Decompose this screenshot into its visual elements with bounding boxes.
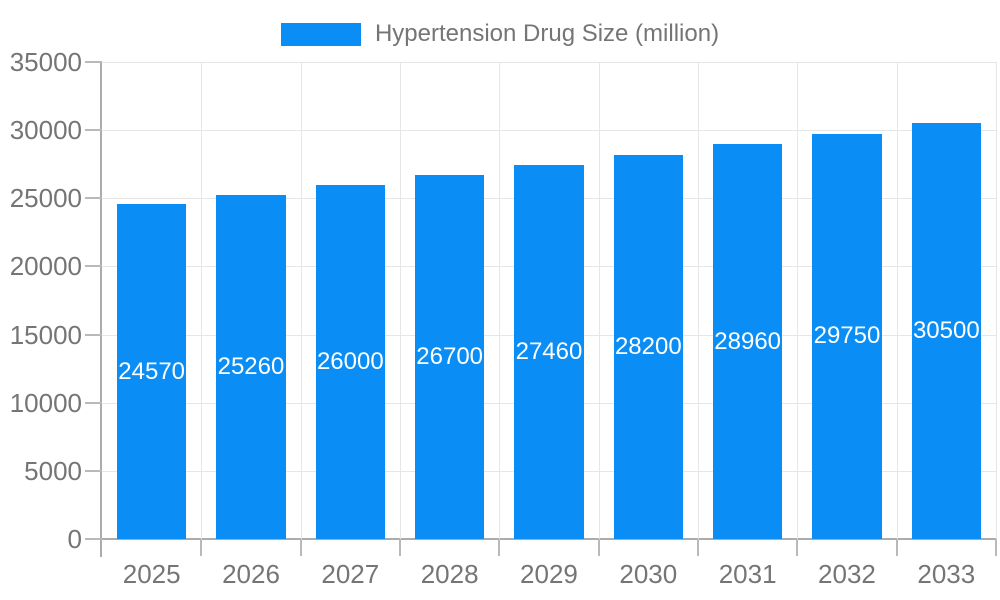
x-axis-label: 2026 [222,559,280,589]
bar[interactable]: 24570 [116,204,187,539]
y-axis-line [100,62,102,557]
y-axis-label: 5000 [24,455,82,486]
v-gridline [996,62,997,539]
y-tick [85,538,102,540]
v-gridline [896,62,898,539]
x-axis-line [85,538,996,540]
x-axis-label: 2027 [321,559,380,589]
bar-value-label: 24570 [118,357,186,385]
bar-value-label: 26700 [416,343,484,371]
y-axis-label: 15000 [9,319,82,350]
y-axis-label: 25000 [9,183,82,214]
x-tick [299,539,302,556]
bar[interactable]: 28960 [712,144,783,539]
x-tick [995,539,997,556]
h-gridline [102,130,996,132]
v-gridline [499,62,501,539]
x-axis-label: 2028 [420,559,479,589]
bar[interactable]: 25260 [216,194,286,539]
y-tick [85,401,102,404]
x-tick [696,539,699,556]
legend-swatch-icon [280,22,361,46]
bar-value-label: 27460 [515,337,583,365]
y-axis-label: 30000 [9,115,82,146]
y-tick [85,333,102,336]
y-tick [85,129,102,132]
x-tick [200,539,203,556]
y-tick [85,61,102,63]
bar[interactable]: 28200 [613,154,684,539]
y-tick [85,265,102,268]
bar-value-label: 29750 [813,322,881,350]
v-gridline [598,62,600,539]
bar[interactable]: 27460 [514,164,584,539]
y-tick [85,197,102,200]
v-gridline [300,62,302,539]
legend[interactable]: Hypertension Drug Size (million) [0,20,1000,48]
x-axis-label: 2030 [619,559,678,589]
bar-value-label: 30500 [912,317,980,345]
x-axis-label: 2029 [520,559,578,589]
y-axis-label: 35000 [9,47,82,77]
y-axis-label: 10000 [9,387,82,418]
x-axis-labels: 2025 2026 2027 2028 2029 2030 2031 2032 2033 [102,559,996,590]
x-axis-label: 2032 [818,559,876,589]
bar-value-label: 28960 [714,327,782,355]
x-tick [398,539,401,556]
y-axis-labels: 0 5000 10000 15000 20000 25000 30000 35000 [0,49,82,552]
x-tick [796,539,799,556]
bar[interactable]: 29750 [812,133,882,539]
bar[interactable]: 26000 [315,184,386,539]
bar-value-label: 26000 [316,347,384,375]
x-tick [498,539,501,556]
bar[interactable]: 26700 [414,175,485,539]
y-axis-label: 20000 [9,251,82,282]
x-tick [597,539,600,556]
v-gridline [399,62,401,539]
v-gridline [797,62,799,539]
legend-label: Hypertension Drug Size (million) [374,20,720,47]
y-axis-label: 0 [67,524,82,554]
x-axis-label: 2025 [122,559,181,589]
x-tick [895,539,898,556]
y-tick [85,469,102,472]
x-axis-label: 2033 [917,559,976,589]
bar[interactable]: 30500 [911,123,982,539]
bar-value-label: 28200 [614,332,682,360]
bar-value-label: 25260 [217,352,285,380]
h-gridline [102,62,996,63]
v-gridline [697,62,699,539]
v-gridline [201,62,203,539]
x-axis-label: 2031 [718,559,777,589]
plot-area: 24570 25260 26000 26700 27460 28200 28960 29750… [85,61,997,556]
